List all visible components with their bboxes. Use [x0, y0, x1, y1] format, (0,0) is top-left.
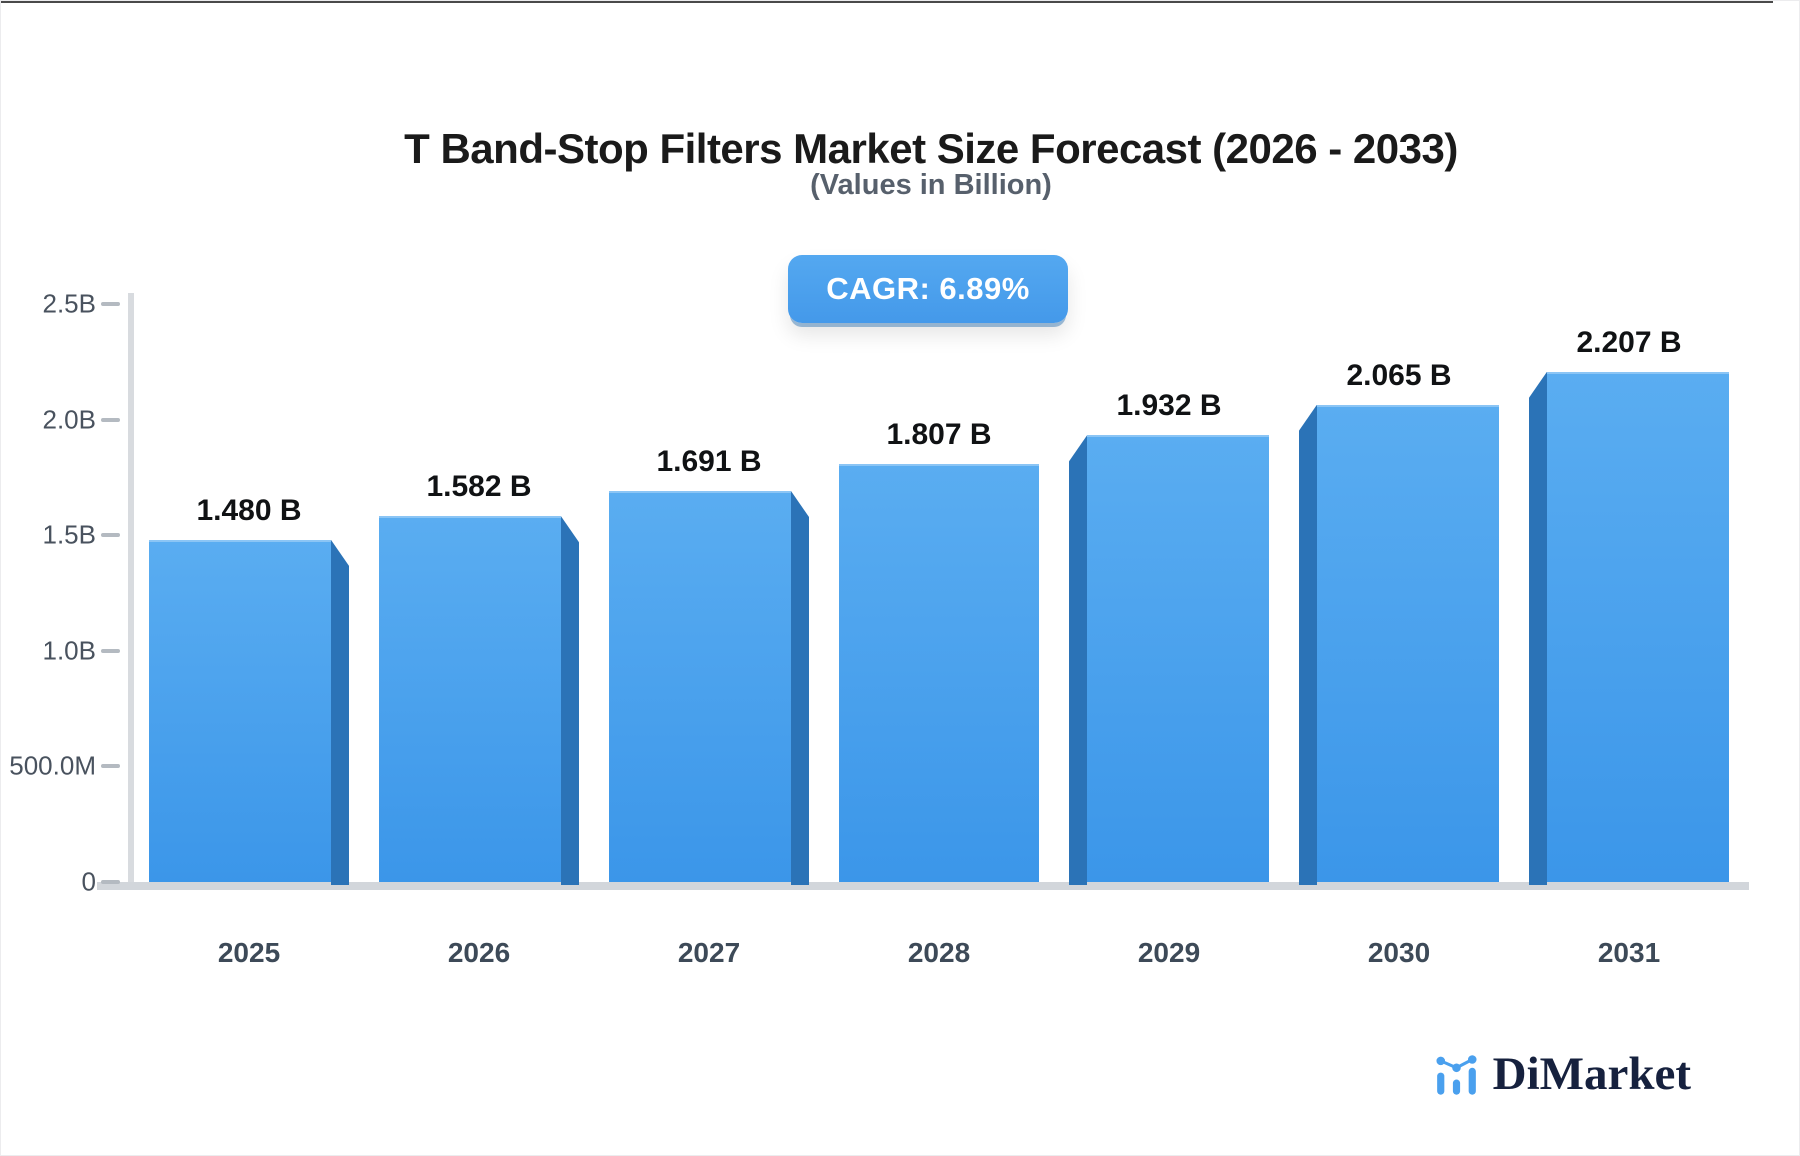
bar-face — [1317, 404, 1499, 882]
y-axis-tick-mark — [101, 648, 120, 653]
bar-face — [839, 464, 1039, 882]
bar-2028: 1.807 B — [839, 418, 1039, 882]
y-axis-tick-mark — [101, 533, 120, 538]
chart-title: T Band-Stop Filters Market Size Forecast… — [404, 125, 1458, 173]
bar-2030: 2.065 B — [1299, 359, 1499, 885]
bar-3d-side — [331, 539, 349, 885]
y-axis-tick-label: 1.5B — [42, 519, 97, 550]
bar-face — [609, 491, 791, 882]
y-axis-tick-label: 1.0B — [42, 635, 97, 666]
cagr-badge: CAGR: 6.89% — [788, 255, 1068, 323]
y-axis-tick-mark — [101, 764, 120, 769]
bar-3d-side — [1299, 404, 1317, 885]
bar-3d-side — [1529, 371, 1547, 885]
bar-2025: 1.480 B — [149, 494, 349, 885]
y-axis-tick-label: 0 — [81, 866, 96, 897]
bar-value-label: 2.065 B — [1346, 358, 1452, 392]
bar-3d-side — [791, 491, 809, 885]
bar-3d-side — [561, 516, 579, 885]
bar-2027: 1.691 B — [609, 445, 809, 885]
bar-2029: 1.932 B — [1069, 389, 1269, 885]
y-axis-tick-mark — [101, 417, 120, 422]
bar-face — [379, 516, 561, 882]
x-axis-label-2030: 2030 — [1367, 937, 1431, 968]
bar-face — [1547, 371, 1729, 882]
bar-value-label: 1.807 B — [886, 418, 992, 452]
x-axis-label-2029: 2029 — [1137, 937, 1201, 968]
y-axis-tick-label: 2.0B — [42, 404, 97, 435]
bar-face — [1087, 435, 1269, 882]
bar-value-label: 1.932 B — [1116, 389, 1222, 423]
y-axis-line — [128, 293, 134, 890]
y-axis-tick-mark — [101, 302, 120, 306]
bar-value-label: 1.582 B — [426, 470, 532, 504]
bar-3d-side — [1069, 435, 1087, 885]
brand-logo: DiMarket — [1433, 1047, 1691, 1101]
x-axis-label-2031: 2031 — [1597, 937, 1661, 968]
bar-face — [149, 539, 331, 882]
bar-value-label: 2.207 B — [1576, 325, 1682, 359]
bar-line-chart-logo-icon — [1436, 1055, 1477, 1095]
chart-subtitle: (Values in Billion) — [810, 169, 1052, 201]
brand-name: DiMarket — [1492, 1048, 1691, 1100]
y-axis-tick-mark — [101, 880, 120, 884]
y-axis-tick-label: 2.5B — [42, 288, 97, 319]
y-axis-tick-label: 500.0M — [9, 750, 96, 781]
bar-value-label: 1.480 B — [196, 493, 302, 527]
bar-2026: 1.582 B — [379, 470, 579, 885]
x-axis-baseline — [97, 882, 1749, 890]
x-axis-label-2025: 2025 — [217, 937, 281, 968]
x-axis-label-2026: 2026 — [447, 937, 511, 968]
x-axis-label-2028: 2028 — [907, 937, 971, 968]
window-top-border — [1, 1, 1773, 3]
bar-2031: 2.207 B — [1529, 326, 1729, 885]
bar-value-label: 1.691 B — [656, 445, 762, 479]
x-axis-label-2027: 2027 — [677, 937, 741, 968]
